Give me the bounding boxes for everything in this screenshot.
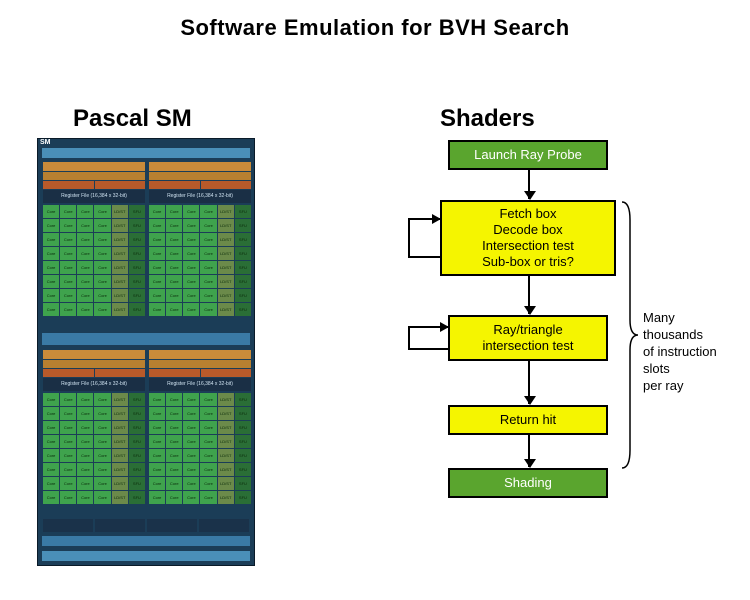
tex-unit — [147, 519, 197, 532]
shader-flowchart: Many thousandsof instruction slotsper ra… — [390, 140, 730, 580]
flow-node-fetch: Fetch boxDecode boxIntersection testSub-… — [440, 200, 616, 276]
sm-quadrant: Register File (16,384 x 32-bit)CoreCoreC… — [149, 162, 251, 329]
sm-label: SM — [40, 139, 51, 146]
flow-node-raytri: Ray/triangleintersection test — [448, 315, 608, 361]
left-column-title: Pascal SM — [73, 105, 192, 133]
l1-cache-bar — [42, 536, 250, 546]
flow-node-launch: Launch Ray Probe — [448, 140, 608, 170]
tex-unit — [43, 519, 93, 532]
loop-arrow-icon — [408, 218, 440, 258]
tex-unit — [95, 519, 145, 532]
sm-quadrant: Register File (16,384 x 32-bit)CoreCoreC… — [43, 350, 145, 517]
sm-quadrant: Register File (16,384 x 32-bit)CoreCoreC… — [149, 350, 251, 517]
arrow-down-icon — [528, 435, 530, 467]
arrow-down-icon — [528, 170, 530, 199]
shared-memory-bar — [42, 551, 250, 561]
main-title: Software Emulation for BVH Search — [0, 15, 750, 41]
tex-row — [43, 519, 249, 532]
right-column-title: Shaders — [440, 105, 535, 133]
arrow-down-icon — [528, 361, 530, 404]
annotation-text: Many thousandsof instruction slotsper ra… — [643, 310, 730, 394]
sm-quadrant: Register File (16,384 x 32-bit)CoreCoreC… — [43, 162, 145, 329]
flow-node-return: Return hit — [448, 405, 608, 435]
brace-icon — [620, 200, 640, 470]
texture-l1-cache-bar — [42, 333, 250, 345]
arrow-down-icon — [528, 276, 530, 314]
loop-arrow-icon — [408, 326, 448, 350]
flow-node-shading: Shading — [448, 468, 608, 498]
tex-unit — [199, 519, 249, 532]
pascal-sm-diagram: SM Register File (16,384 x 32-bit)CoreCo… — [37, 138, 255, 566]
instruction-cache-bar — [42, 148, 250, 158]
